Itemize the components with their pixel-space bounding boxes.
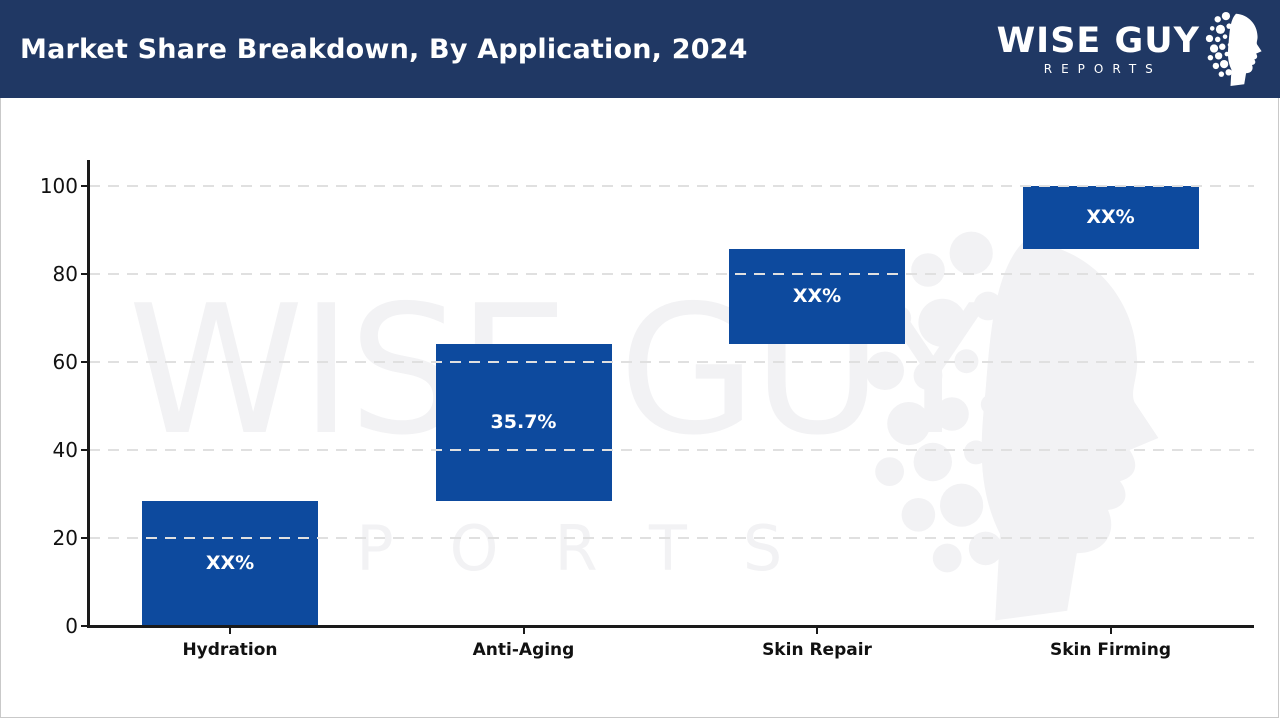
bar-skin-repair — [729, 248, 905, 344]
gridline-20 — [89, 537, 1254, 539]
bar-skin-firming — [1022, 186, 1199, 249]
watermark-head-profile-icon — [865, 231, 1159, 621]
head-profile-icon — [1205, 11, 1262, 87]
bar-hydration — [142, 500, 318, 626]
y-axis-tick — [81, 449, 89, 451]
y-tick-label: 100 — [39, 174, 78, 198]
x-category-label: Anti-Aging — [472, 640, 575, 660]
y-tick-label: 40 — [52, 438, 78, 462]
y-axis-tick — [81, 625, 89, 627]
gridline-60 — [89, 361, 1254, 363]
bar-value-label: XX% — [205, 552, 255, 575]
y-tick-label: 60 — [52, 350, 78, 374]
bar-value-label: XX% — [1086, 206, 1135, 229]
bar-value-label: XX% — [792, 285, 842, 308]
logo-text: WISE GUY REPORTS — [996, 20, 1200, 76]
page-title: Market Share Breakdown, By Application, … — [20, 33, 748, 65]
bar-anti-aging — [435, 343, 612, 501]
y-axis-tick — [81, 537, 89, 539]
bar-value-label: 35.7% — [490, 411, 557, 434]
wise-guy-reports-logo: WISE GUY REPORTS — [997, 6, 1268, 92]
x-axis-tick — [1109, 627, 1112, 634]
x-axis-tick — [816, 627, 818, 634]
x-category-label: Skin Repair — [762, 640, 872, 660]
gridline-40 — [89, 449, 1254, 451]
logo-wordmark: WISE GUY — [996, 20, 1200, 61]
y-axis-tick — [81, 361, 89, 363]
y-tick-label: 80 — [52, 262, 78, 286]
x-category-label: Hydration — [182, 640, 278, 660]
y-tick-label: 20 — [52, 526, 78, 550]
y-axis-line — [87, 160, 90, 628]
x-axis-line — [87, 625, 1254, 628]
x-axis-tick — [229, 627, 231, 634]
logo-subtitle: REPORTS — [1043, 61, 1162, 76]
y-axis-tick — [81, 273, 89, 275]
y-axis-tick — [81, 185, 89, 187]
x-category-label: Skin Firming — [1049, 640, 1172, 660]
x-axis-tick — [522, 627, 525, 634]
gridline-100 — [89, 185, 1254, 187]
header-bar: Market Share Breakdown, By Application, … — [0, 0, 1280, 98]
gridline-80 — [89, 273, 1254, 275]
y-tick-label: 0 — [65, 614, 78, 638]
